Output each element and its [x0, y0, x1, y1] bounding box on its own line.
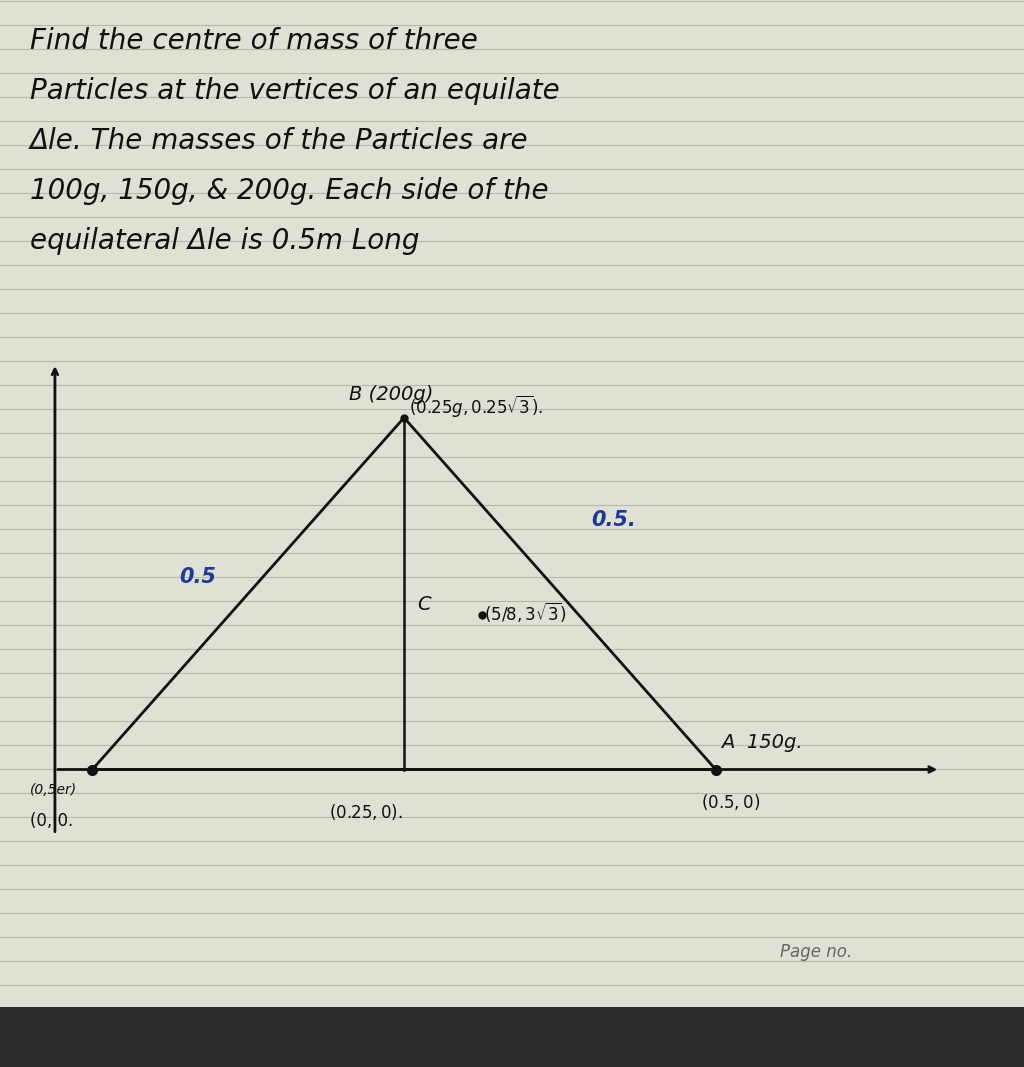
Text: (0,5er): (0,5er): [30, 783, 77, 797]
Text: 0.5: 0.5: [179, 567, 216, 587]
Text: $(5/8, 3\sqrt{3})$: $(5/8, 3\sqrt{3})$: [484, 600, 567, 624]
Text: 0.5.: 0.5.: [591, 510, 636, 529]
Text: equilateral Δle is 0.5m Long: equilateral Δle is 0.5m Long: [30, 227, 420, 255]
Text: $(0.5, 0)$: $(0.5, 0)$: [700, 792, 760, 812]
Text: Find the centre of mass of three: Find the centre of mass of three: [30, 27, 478, 55]
Text: Page no.: Page no.: [780, 943, 852, 961]
Text: $(0.25, 0).$: $(0.25, 0).$: [330, 802, 402, 823]
Bar: [0, 1007, 1024, 1067]
Text: Δle. The masses of the Particles are: Δle. The masses of the Particles are: [30, 127, 528, 155]
Text: A  150g.: A 150g.: [721, 733, 803, 751]
Text: C: C: [417, 594, 430, 614]
Text: 100g, 150g, & 200g. Each side of the: 100g, 150g, & 200g. Each side of the: [30, 177, 549, 205]
Text: Particles at the vertices of an equilate: Particles at the vertices of an equilate: [30, 77, 560, 105]
Text: $(0.25g, 0.25\sqrt{3}).$: $(0.25g, 0.25\sqrt{3}).$: [409, 393, 544, 418]
Text: B (200g): B (200g): [349, 385, 433, 403]
Text: (0, 0.: (0, 0.: [30, 812, 74, 830]
